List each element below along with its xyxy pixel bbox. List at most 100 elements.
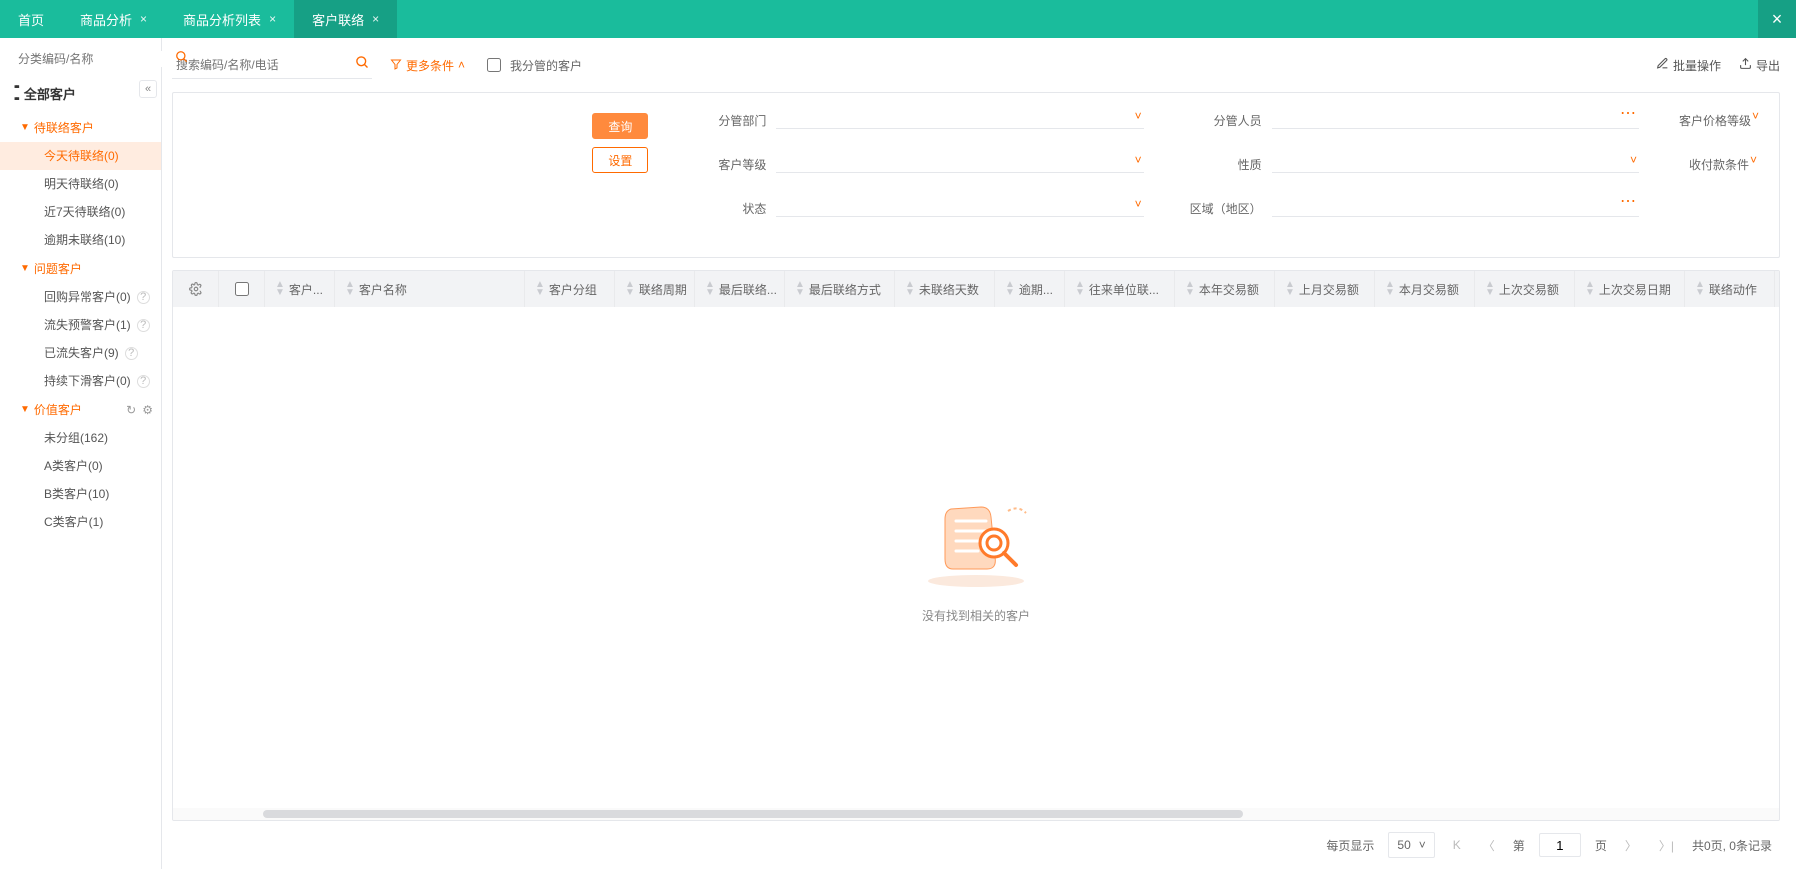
search-icon[interactable] [175,50,189,67]
table-column-header[interactable]: ▲▼上月交易额 [1275,271,1375,307]
tabs-close-all-button[interactable]: × [1758,0,1796,38]
table-column-header[interactable]: ▲▼客户名称 [335,271,525,307]
sidebar-group[interactable]: ▼问题客户 [0,254,161,283]
my-customers-checkbox[interactable]: 我分管的客户 [483,55,582,75]
table-empty-state: 没有找到相关的客户 [173,307,1779,808]
query-button[interactable]: 查询 [592,113,648,139]
sort-icon[interactable]: ▲▼ [705,281,715,297]
table-column-header[interactable]: ▲▼联络周期 [615,271,695,307]
sort-icon[interactable]: ▲▼ [1285,281,1295,297]
sort-icon[interactable]: ▲▼ [905,281,915,297]
my-customers-input[interactable] [487,58,501,72]
filter-input[interactable]: ˅ [776,151,1143,173]
tab[interactable]: 商品分析× [62,0,165,38]
sort-icon[interactable]: ▲▼ [1695,281,1705,297]
settings-icon[interactable]: ⚙ [142,403,153,417]
sidebar-item[interactable]: 逾期未联络(10) [0,226,161,254]
close-icon[interactable]: × [140,12,147,26]
close-icon[interactable]: × [269,12,276,26]
table-column-header[interactable]: ▲▼往来单位联... [1065,271,1175,307]
scrollbar-thumb[interactable] [263,810,1243,818]
table-column-header[interactable]: ▲▼逾期... [995,271,1065,307]
more-conditions-toggle[interactable]: 更多条件 ˄ [390,57,465,74]
sidebar-item-label: A类客户(0) [44,457,103,475]
sidebar-group[interactable]: ▼待联络客户 [0,113,161,142]
filter-person: 分管人员⋯ [1184,107,1639,129]
sidebar-collapse-button[interactable]: « [139,80,157,98]
export-icon [1739,57,1752,73]
table-column-header[interactable]: ▲▼联络动作 [1685,271,1775,307]
pager-first-button[interactable]: K [1449,838,1465,852]
horizontal-scrollbar[interactable] [173,808,1779,820]
chevron-down-icon: ˅ [1752,109,1759,123]
column-settings-button[interactable] [173,271,219,307]
sidebar-item[interactable]: 持续下滑客户(0)? [0,367,161,395]
sort-icon[interactable]: ▲▼ [625,281,635,297]
table-column-header[interactable]: ▲▼最后联络方式 [785,271,895,307]
search-input[interactable] [174,57,355,73]
filter-buttons: 查询设置 [193,113,648,173]
help-icon[interactable]: ? [137,375,150,388]
sidebar-item[interactable]: C类客户(1) [0,508,161,536]
sidebar-item[interactable]: 已流失客户(9)? [0,339,161,367]
settings-button[interactable]: 设置 [592,147,648,173]
help-icon[interactable]: ? [137,291,150,304]
table-column-header[interactable]: ▲▼本年交易额 [1175,271,1275,307]
sidebar-root[interactable]: ▪▪▪▪ 全部客户 [0,75,161,111]
sidebar-item[interactable]: 未分组(162) [0,424,161,452]
sort-icon[interactable]: ▲▼ [1185,281,1195,297]
sidebar-search-input[interactable] [16,51,175,67]
refresh-icon[interactable]: ↻ [126,403,136,417]
pager-last-button[interactable]: 〉| [1655,837,1678,854]
sidebar-item[interactable]: 明天待联络(0) [0,170,161,198]
help-icon[interactable]: ? [125,347,138,360]
sidebar-item[interactable]: 近7天待联络(0) [0,198,161,226]
sort-icon[interactable]: ▲▼ [535,281,545,297]
filter-input[interactable]: ⋯ [1272,195,1639,217]
tab[interactable]: 客户联络× [294,0,397,38]
select-all-input[interactable] [235,282,249,296]
sort-icon[interactable]: ▲▼ [1075,281,1085,297]
table-column-header[interactable]: ▲▼客户... [265,271,335,307]
batch-action-button[interactable]: 批量操作 [1656,57,1721,74]
sidebar-item[interactable]: B类客户(10) [0,480,161,508]
sidebar-item[interactable]: 今天待联络(0) [0,142,161,170]
search-icon[interactable] [355,55,370,74]
sidebar-root-label: 全部客户 [24,84,76,103]
sidebar-item-label: 逾期未联络(10) [44,231,125,249]
tab[interactable]: 商品分析列表× [165,0,294,38]
sidebar-item[interactable]: 流失预警客户(1)? [0,311,161,339]
table-column-header[interactable]: ▲▼上次交易额 [1475,271,1575,307]
sort-icon[interactable]: ▲▼ [275,281,285,297]
table-column-header[interactable]: ▲▼本月交易额 [1375,271,1475,307]
sidebar-item-label: 明天待联络(0) [44,175,119,193]
filter-input[interactable]: ˅ [776,107,1143,129]
table-column-header[interactable]: ▲▼最后联络... [695,271,785,307]
sidebar-item[interactable]: A类客户(0) [0,452,161,480]
sort-icon[interactable]: ▲▼ [1485,281,1495,297]
page-input[interactable] [1539,833,1581,857]
filter-input[interactable]: ˅ [1272,151,1639,173]
sidebar-group[interactable]: ▼价值客户↻⚙ [0,395,161,424]
sort-icon[interactable]: ▲▼ [1005,281,1015,297]
sidebar-item[interactable]: 回购异常客户(0)? [0,283,161,311]
tab[interactable]: 首页 [0,0,62,38]
pager-next-button[interactable]: 〉 [1621,837,1641,854]
filter-input[interactable]: ⋯ [1272,107,1639,129]
sidebar: ▪▪▪▪ 全部客户 « ▼待联络客户今天待联络(0) 明天待联络(0) 近7天待联络… [0,38,162,869]
sort-icon[interactable]: ▲▼ [795,281,805,297]
table-column-header[interactable]: ▲▼客户分组 [525,271,615,307]
help-icon[interactable]: ? [137,319,150,332]
export-button[interactable]: 导出 [1739,57,1780,74]
per-page-select[interactable]: 50 ˅ [1388,832,1434,858]
pager-prev-button[interactable]: 〈 [1479,837,1499,854]
sort-icon[interactable]: ▲▼ [1385,281,1395,297]
column-label: 本月交易额 [1399,281,1459,298]
table-column-header[interactable]: ▲▼未联络天数 [895,271,995,307]
select-all-checkbox[interactable] [219,271,265,307]
filter-input[interactable]: ˅ [776,195,1143,217]
table-column-header[interactable]: ▲▼上次交易日期 [1575,271,1685,307]
sort-icon[interactable]: ▲▼ [1585,281,1595,297]
sort-icon[interactable]: ▲▼ [345,281,355,297]
close-icon[interactable]: × [372,12,379,26]
